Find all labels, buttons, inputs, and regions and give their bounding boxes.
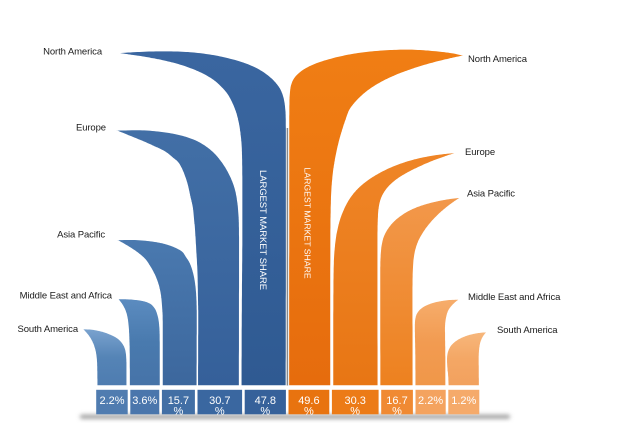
svg-text:North America: North America [468,54,528,65]
svg-text:30.7: 30.7 [209,395,230,407]
svg-text:%: % [392,406,402,418]
svg-text:South America: South America [18,324,79,335]
svg-text:North America: North America [43,47,103,58]
svg-text:%: % [304,406,314,418]
svg-text:47.8: 47.8 [255,395,276,407]
svg-text:%: % [215,406,225,418]
svg-text:49.6: 49.6 [298,395,319,407]
svg-text:%: % [350,406,360,418]
svg-text:LARGEST MARKET SHARE: LARGEST MARKET SHARE [302,168,312,279]
svg-text:Asia Pacific: Asia Pacific [467,189,515,200]
svg-text:LARGEST MARKET SHARE: LARGEST MARKET SHARE [258,170,269,290]
svg-text:Europe: Europe [76,123,106,134]
svg-text:Asia Pacific: Asia Pacific [57,230,105,241]
svg-text:Europe: Europe [465,147,495,158]
svg-text:16.7: 16.7 [386,395,407,407]
svg-text:Middle East and Africa: Middle East and Africa [20,291,113,302]
svg-text:South America: South America [497,325,558,336]
svg-text:2.2%: 2.2% [418,395,443,407]
svg-text:30.3: 30.3 [344,395,365,407]
svg-text:Middle East and Africa: Middle East and Africa [468,292,561,303]
svg-text:%: % [174,406,184,418]
svg-text:1.2%: 1.2% [451,395,476,407]
svg-text:%: % [260,406,270,418]
svg-text:15.7: 15.7 [168,395,189,407]
svg-text:2.2%: 2.2% [99,395,124,407]
svg-text:3.6%: 3.6% [132,395,157,407]
